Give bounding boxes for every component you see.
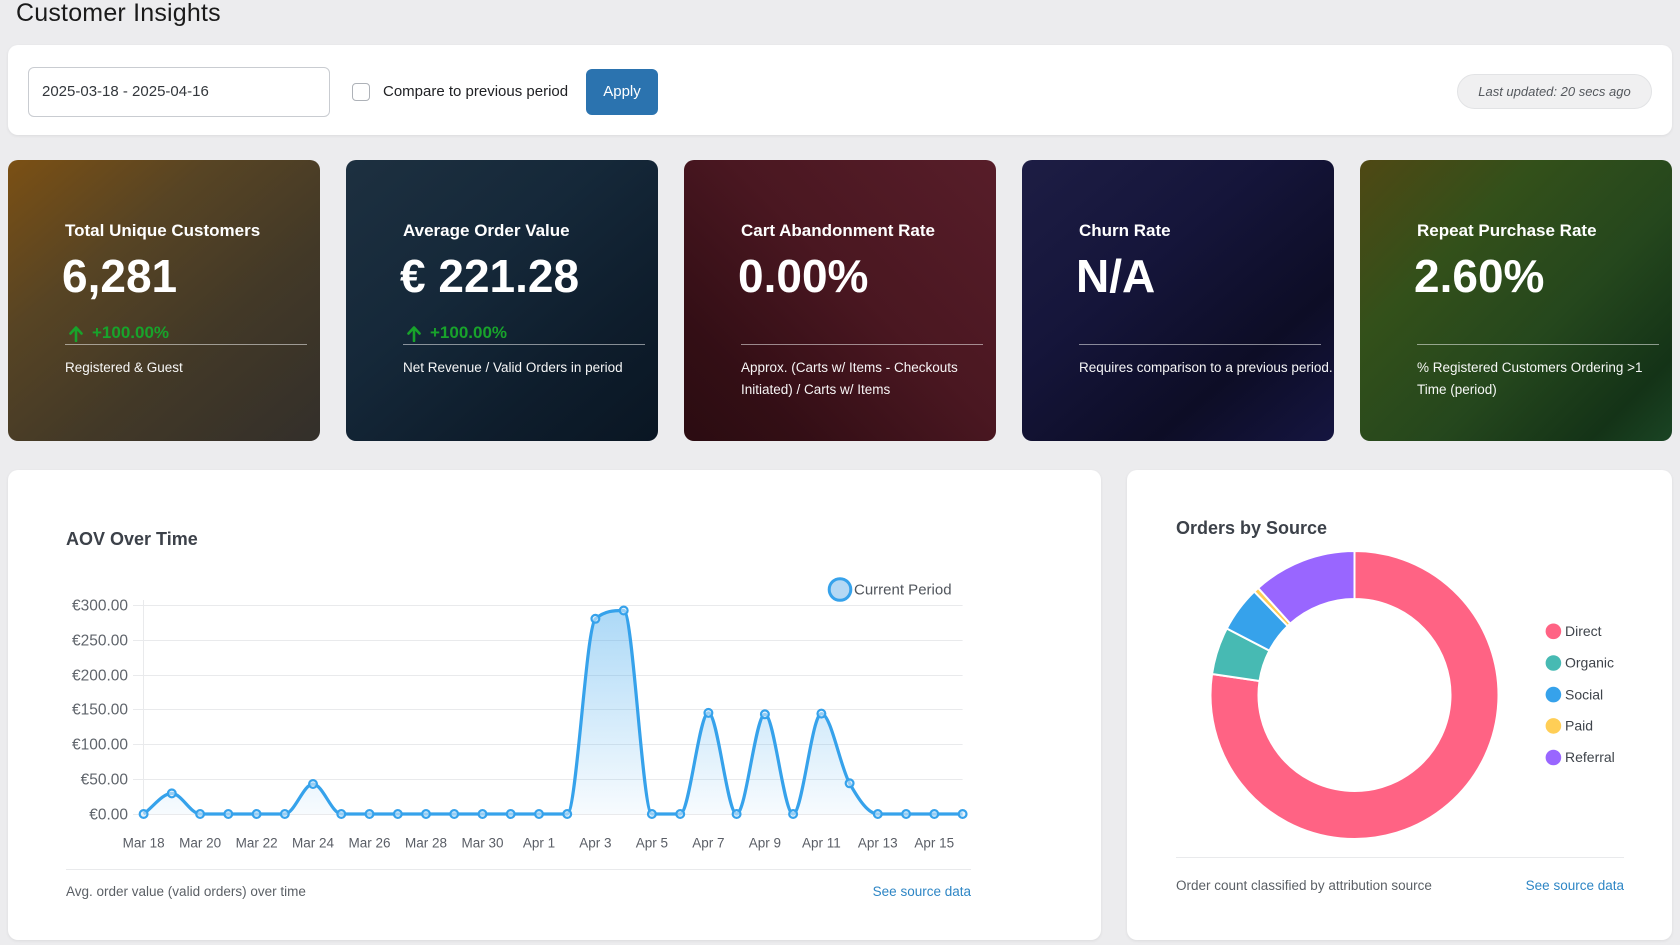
svg-text:€150.00: €150.00 — [72, 702, 128, 719]
svg-text:Current Period: Current Period — [854, 582, 952, 599]
svg-text:Direct: Direct — [1565, 623, 1602, 639]
svg-text:Mar 26: Mar 26 — [348, 836, 390, 851]
svg-text:Paid: Paid — [1565, 718, 1593, 734]
svg-text:Apr 3: Apr 3 — [579, 836, 611, 851]
svg-text:€0.00: €0.00 — [89, 807, 128, 824]
svg-text:Apr 9: Apr 9 — [749, 836, 781, 851]
svg-text:€250.00: €250.00 — [72, 633, 128, 650]
svg-text:Apr 5: Apr 5 — [636, 836, 668, 851]
svg-text:Mar 30: Mar 30 — [461, 836, 503, 851]
svg-text:Mar 20: Mar 20 — [179, 836, 221, 851]
svg-text:Apr 7: Apr 7 — [692, 836, 724, 851]
svg-text:€300.00: €300.00 — [72, 598, 128, 615]
svg-text:Social: Social — [1565, 686, 1603, 702]
svg-text:Mar 28: Mar 28 — [405, 836, 447, 851]
svg-text:€200.00: €200.00 — [72, 668, 128, 685]
svg-text:€100.00: €100.00 — [72, 737, 128, 754]
svg-text:Mar 22: Mar 22 — [236, 836, 278, 851]
svg-text:Referral: Referral — [1565, 749, 1615, 765]
svg-text:Apr 13: Apr 13 — [858, 836, 898, 851]
svg-text:Apr 15: Apr 15 — [914, 836, 954, 851]
svg-text:Organic: Organic — [1565, 655, 1614, 671]
svg-text:Apr 11: Apr 11 — [802, 836, 841, 851]
svg-text:€50.00: €50.00 — [81, 772, 129, 789]
svg-text:Mar 24: Mar 24 — [292, 836, 335, 851]
svg-text:Mar 18: Mar 18 — [123, 836, 165, 851]
svg-text:Apr 1: Apr 1 — [523, 836, 555, 851]
